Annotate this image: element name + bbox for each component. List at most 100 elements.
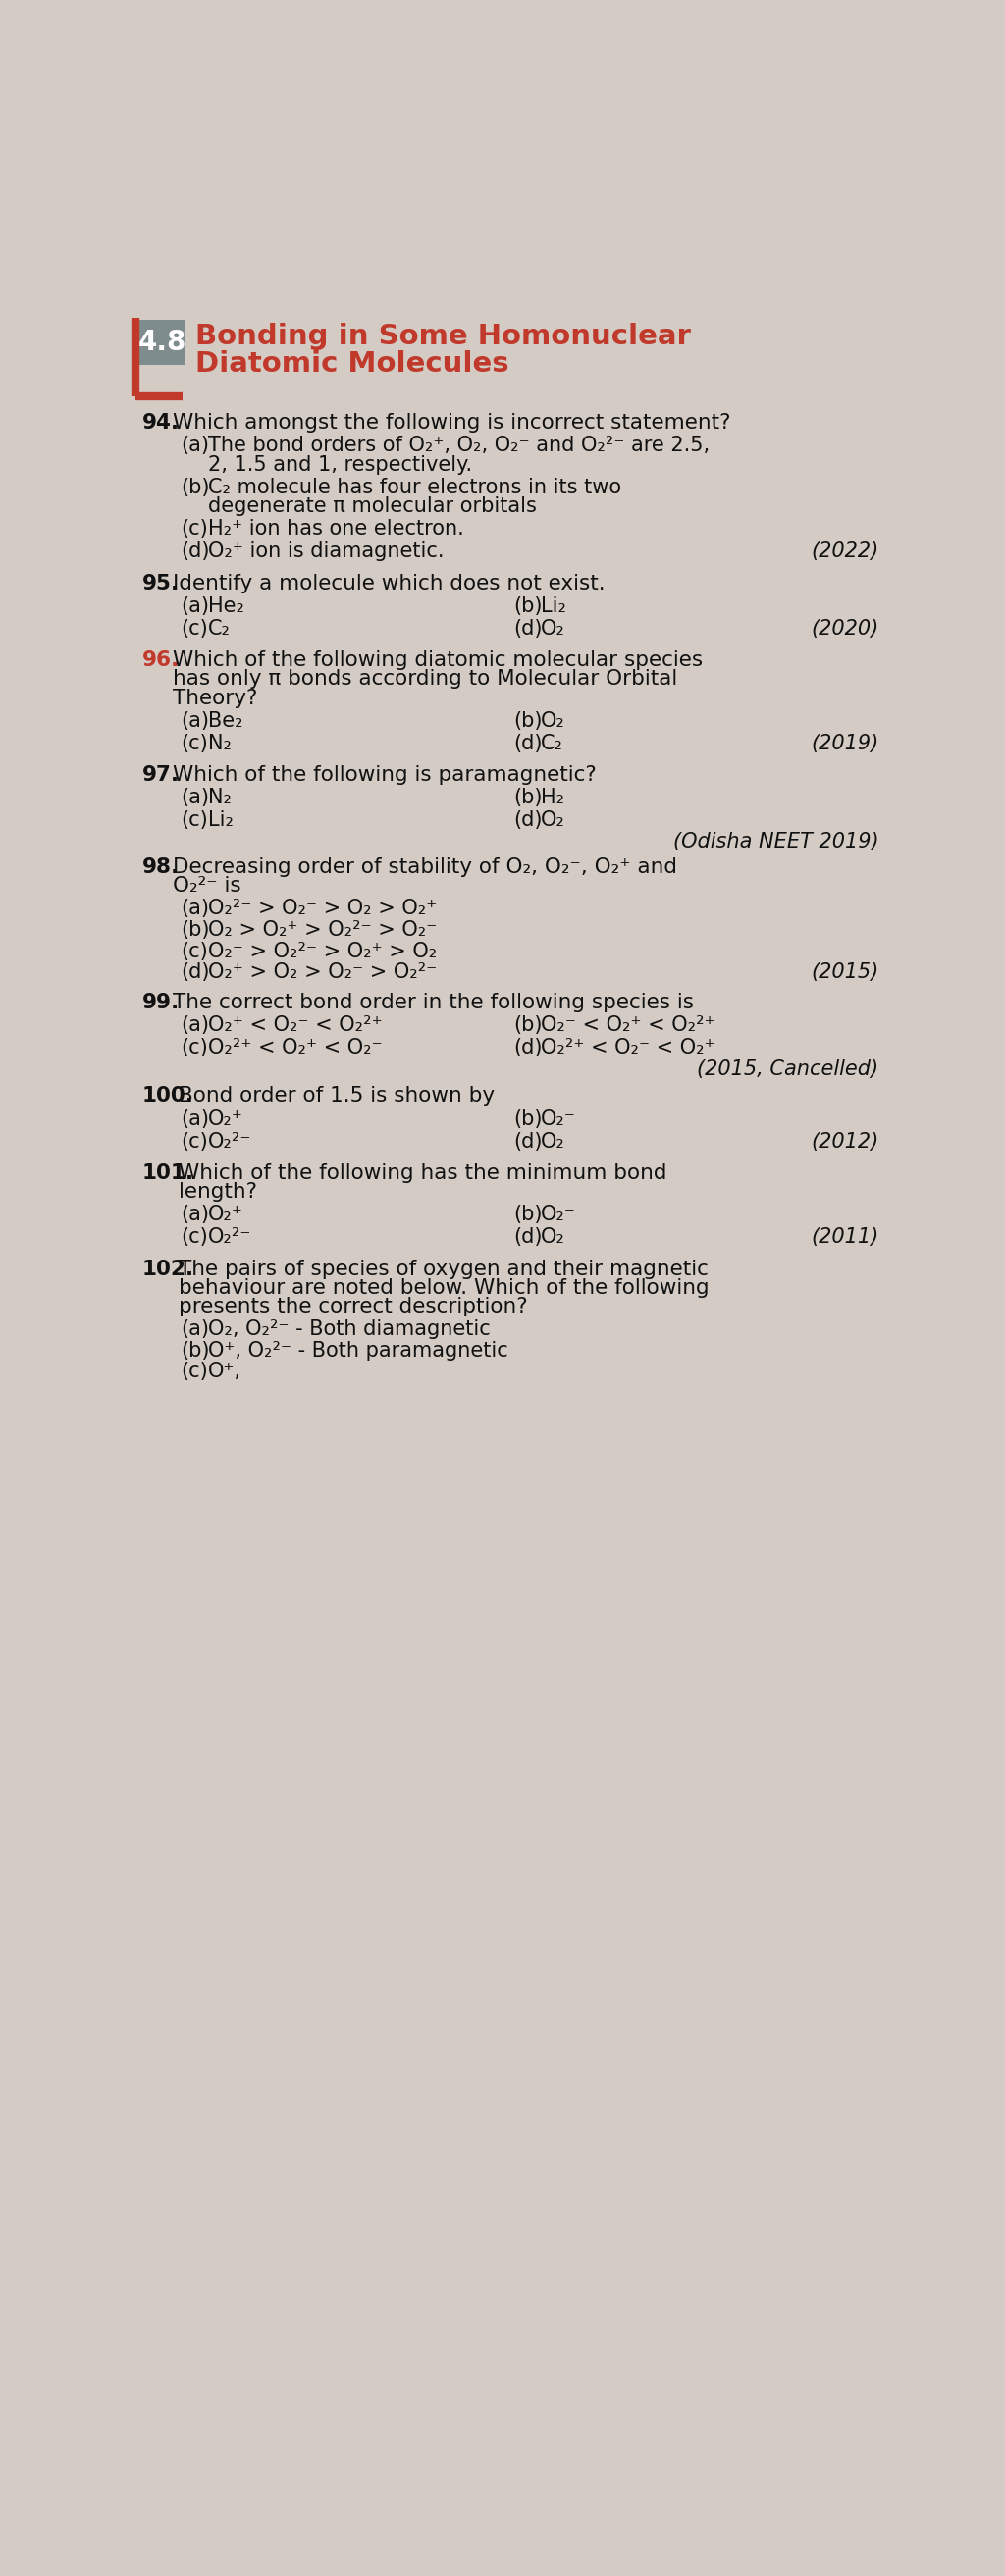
- Text: (c): (c): [180, 734, 208, 752]
- Text: (d): (d): [514, 811, 543, 829]
- Text: O₂⁻: O₂⁻: [541, 1110, 576, 1128]
- Text: O₂²⁻ > O₂⁻ > O₂ > O₂⁺: O₂²⁻ > O₂⁻ > O₂ > O₂⁺: [208, 899, 437, 920]
- Text: 96.: 96.: [143, 652, 180, 670]
- Text: O₂: O₂: [541, 1131, 566, 1151]
- Text: (d): (d): [514, 1038, 543, 1059]
- Text: presents the correct description?: presents the correct description?: [179, 1298, 528, 1316]
- Text: 2, 1.5 and 1, respectively.: 2, 1.5 and 1, respectively.: [208, 456, 472, 474]
- Text: H₂: H₂: [541, 788, 565, 809]
- Text: 101.: 101.: [143, 1164, 195, 1182]
- Text: O₂ > O₂⁺ > O₂²⁻ > O₂⁻: O₂ > O₂⁺ > O₂²⁻ > O₂⁻: [208, 920, 437, 940]
- Text: H₂⁺ ion has one electron.: H₂⁺ ion has one electron.: [208, 520, 463, 538]
- Text: He₂: He₂: [208, 595, 244, 616]
- Text: (b): (b): [514, 711, 543, 732]
- Text: Be₂: Be₂: [208, 711, 243, 732]
- Text: 95.: 95.: [143, 574, 180, 592]
- Text: (a): (a): [180, 435, 209, 456]
- Text: Bonding in Some Homonuclear: Bonding in Some Homonuclear: [196, 322, 691, 350]
- Text: (b): (b): [514, 1015, 543, 1036]
- Text: O₂⁻: O₂⁻: [541, 1206, 576, 1224]
- Text: O₂²⁺ < O₂⁺ < O₂⁻: O₂²⁺ < O₂⁺ < O₂⁻: [208, 1038, 382, 1059]
- Text: (d): (d): [180, 963, 209, 981]
- Text: O₂, O₂²⁻ - Both diamagnetic: O₂, O₂²⁻ - Both diamagnetic: [208, 1319, 490, 1340]
- Text: O₂: O₂: [541, 711, 566, 732]
- Text: Bond order of 1.5 is shown by: Bond order of 1.5 is shown by: [179, 1087, 495, 1105]
- Text: Which amongst the following is incorrect statement?: Which amongst the following is incorrect…: [173, 412, 731, 433]
- Text: O₂⁺ > O₂ > O₂⁻ > O₂²⁻: O₂⁺ > O₂ > O₂⁻ > O₂²⁻: [208, 963, 437, 981]
- Text: Which of the following diatomic molecular species: Which of the following diatomic molecula…: [173, 652, 702, 670]
- Text: O⁺, O₂²⁻ - Both paramagnetic: O⁺, O₂²⁻ - Both paramagnetic: [208, 1342, 508, 1360]
- Text: Li₂: Li₂: [541, 595, 567, 616]
- Text: (b): (b): [180, 1342, 209, 1360]
- Text: (c): (c): [180, 618, 208, 639]
- Text: (c): (c): [180, 520, 208, 538]
- Text: O₂⁻ > O₂²⁻ > O₂⁺ > O₂: O₂⁻ > O₂²⁻ > O₂⁺ > O₂: [208, 940, 437, 961]
- Text: (2012): (2012): [811, 1131, 878, 1151]
- Text: has only π bonds according to Molecular Orbital: has only π bonds according to Molecular …: [173, 670, 677, 688]
- Text: 4.8: 4.8: [138, 330, 186, 355]
- Text: (d): (d): [514, 1229, 543, 1247]
- Text: (2020): (2020): [811, 618, 878, 639]
- Text: O₂²⁻: O₂²⁻: [208, 1131, 251, 1151]
- Text: (d): (d): [514, 1131, 543, 1151]
- Text: The correct bond order in the following species is: The correct bond order in the following …: [173, 992, 693, 1012]
- Text: (b): (b): [180, 920, 209, 940]
- Text: (2011): (2011): [811, 1229, 878, 1247]
- Text: 97.: 97.: [143, 765, 180, 786]
- Text: O₂⁺: O₂⁺: [208, 1206, 243, 1224]
- Text: (2022): (2022): [811, 541, 878, 562]
- Text: (a): (a): [180, 1110, 209, 1128]
- Text: (a): (a): [180, 1015, 209, 1036]
- Text: The pairs of species of oxygen and their magnetic: The pairs of species of oxygen and their…: [179, 1260, 709, 1278]
- Text: (Odisha NEET 2019): (Odisha NEET 2019): [673, 832, 878, 853]
- Text: (a): (a): [180, 1206, 209, 1224]
- Text: O₂⁺ ion is diamagnetic.: O₂⁺ ion is diamagnetic.: [208, 541, 444, 562]
- Text: Identify a molecule which does not exist.: Identify a molecule which does not exist…: [173, 574, 605, 592]
- Text: degenerate π molecular orbitals: degenerate π molecular orbitals: [208, 497, 537, 515]
- Text: (d): (d): [514, 618, 543, 639]
- Text: (a): (a): [180, 595, 209, 616]
- Text: O₂²⁻ is: O₂²⁻ is: [173, 876, 241, 896]
- Text: length?: length?: [179, 1182, 257, 1203]
- Text: (b): (b): [180, 477, 209, 497]
- Text: (c): (c): [180, 1229, 208, 1247]
- Text: C₂: C₂: [208, 618, 230, 639]
- Text: (b): (b): [514, 788, 543, 809]
- Text: 102.: 102.: [143, 1260, 195, 1278]
- Text: (a): (a): [180, 711, 209, 732]
- Text: (c): (c): [180, 1363, 208, 1381]
- Text: behaviour are noted below. Which of the following: behaviour are noted below. Which of the …: [179, 1278, 710, 1298]
- Text: C₂: C₂: [541, 734, 564, 752]
- Text: Theory?: Theory?: [173, 688, 257, 708]
- Text: (d): (d): [180, 541, 209, 562]
- Text: O₂: O₂: [541, 1229, 566, 1247]
- Text: (b): (b): [514, 1206, 543, 1224]
- Text: O₂: O₂: [541, 811, 566, 829]
- Text: The bond orders of O₂⁺, O₂, O₂⁻ and O₂²⁻ are 2.5,: The bond orders of O₂⁺, O₂, O₂⁻ and O₂²⁻…: [208, 435, 710, 456]
- Text: Decreasing order of stability of O₂, O₂⁻, O₂⁺ and: Decreasing order of stability of O₂, O₂⁻…: [173, 858, 677, 876]
- Text: N₂: N₂: [208, 788, 231, 809]
- Text: O₂⁺ < O₂⁻ < O₂²⁺: O₂⁺ < O₂⁻ < O₂²⁺: [208, 1015, 382, 1036]
- Text: Which of the following has the minimum bond: Which of the following has the minimum b…: [179, 1164, 667, 1182]
- FancyBboxPatch shape: [140, 319, 185, 366]
- Text: (2015): (2015): [811, 963, 878, 981]
- Text: (b): (b): [514, 595, 543, 616]
- Text: (c): (c): [180, 1131, 208, 1151]
- Text: (2019): (2019): [811, 734, 878, 752]
- Text: O⁺,: O⁺,: [208, 1363, 241, 1381]
- Text: (a): (a): [180, 899, 209, 920]
- Text: 99.: 99.: [143, 992, 180, 1012]
- Text: (2015, Cancelled): (2015, Cancelled): [696, 1059, 878, 1079]
- Text: Diatomic Molecules: Diatomic Molecules: [196, 350, 510, 379]
- Text: (d): (d): [514, 734, 543, 752]
- Text: (b): (b): [514, 1110, 543, 1128]
- Text: Li₂: Li₂: [208, 811, 233, 829]
- Text: (a): (a): [180, 1319, 209, 1340]
- Text: O₂⁺: O₂⁺: [208, 1110, 243, 1128]
- Text: (a): (a): [180, 788, 209, 809]
- Text: O₂²⁻: O₂²⁻: [208, 1229, 251, 1247]
- Text: C₂ molecule has four electrons in its two: C₂ molecule has four electrons in its tw…: [208, 477, 621, 497]
- Text: 100.: 100.: [143, 1087, 194, 1105]
- Text: 98.: 98.: [143, 858, 180, 876]
- Text: Which of the following is paramagnetic?: Which of the following is paramagnetic?: [173, 765, 597, 786]
